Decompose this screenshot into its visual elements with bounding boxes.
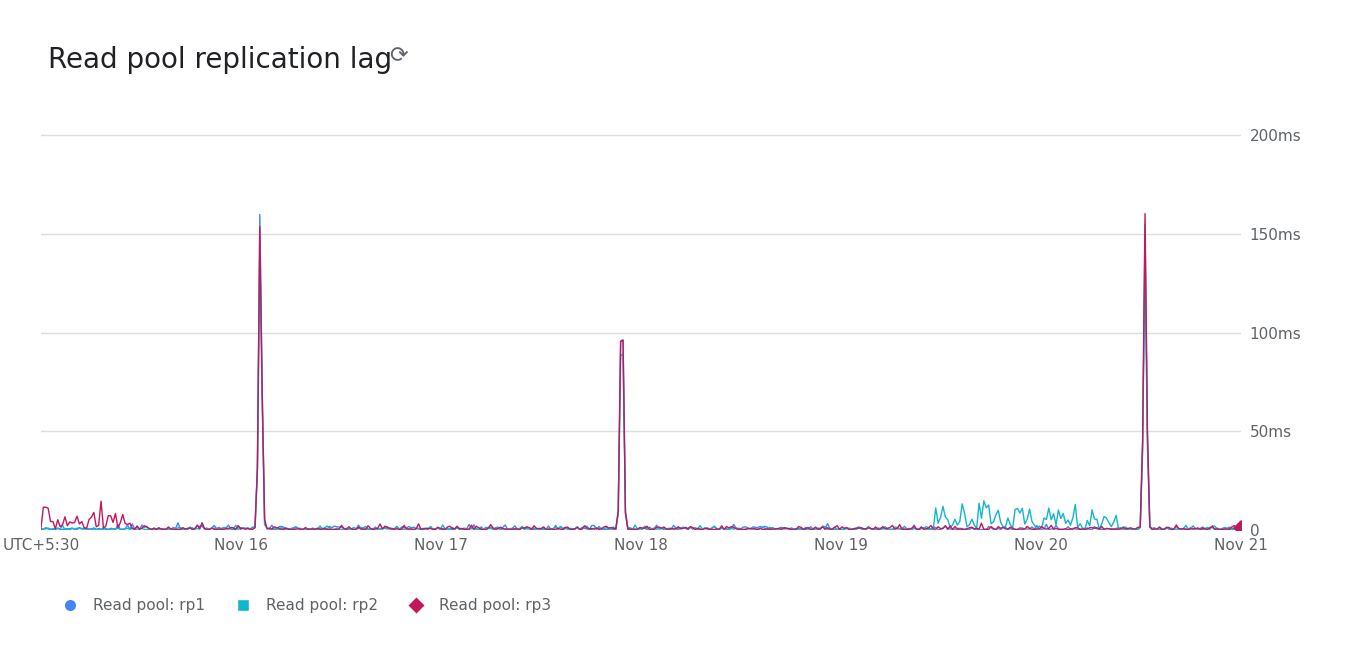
Text: Read pool replication lag: Read pool replication lag (48, 46, 391, 74)
Legend: Read pool: rp1, Read pool: rp2, Read pool: rp3: Read pool: rp1, Read pool: rp2, Read poo… (49, 592, 558, 620)
Text: ⟳: ⟳ (389, 46, 408, 66)
